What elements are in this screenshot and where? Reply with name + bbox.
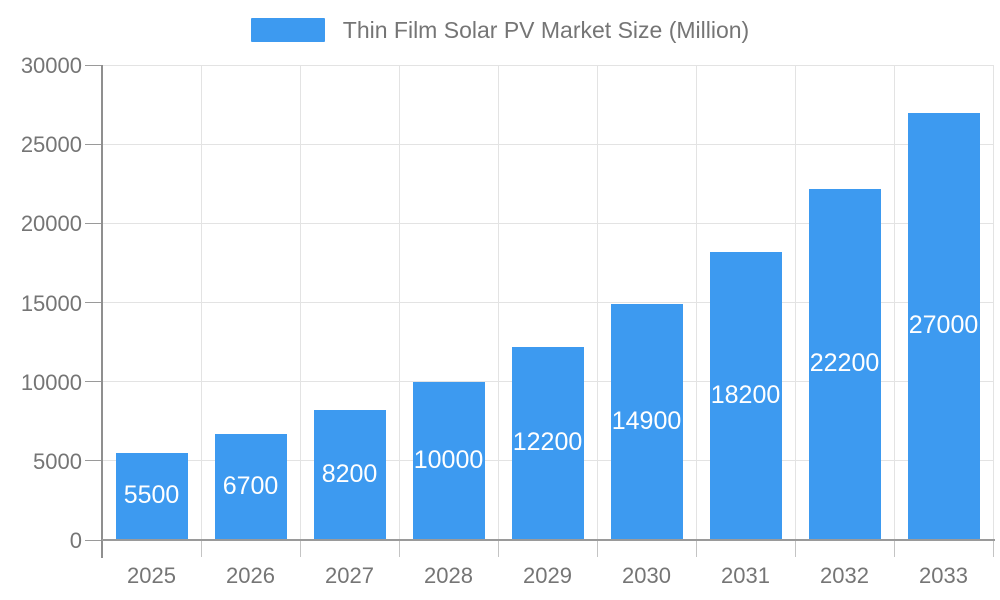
- x-axis-label: 2031: [721, 563, 770, 588]
- x-axis-tick: [497, 540, 499, 557]
- bar-value-label: 5500: [123, 481, 180, 510]
- y-gridline: [102, 302, 993, 303]
- bar-value-label: 18200: [710, 380, 781, 409]
- bar-value-label: 10000: [413, 445, 484, 474]
- y-axis-tick: [85, 143, 102, 145]
- x-axis-tick: [596, 540, 598, 557]
- x-gridline: [200, 65, 202, 540]
- bar[interactable]: 5500: [115, 452, 188, 539]
- bar[interactable]: 14900: [610, 304, 683, 539]
- x-axis-tick: [794, 540, 796, 557]
- y-axis-tick: [85, 64, 102, 66]
- y-axis-tick: [85, 460, 102, 462]
- bar-value-label: 27000: [908, 311, 979, 340]
- y-axis-label: 5000: [33, 448, 82, 474]
- x-axis-label: 2033: [919, 563, 968, 588]
- legend[interactable]: Thin Film Solar PV Market Size (Million): [0, 18, 1000, 42]
- x-axis-tick: [992, 540, 994, 557]
- x-axis-label: 2032: [820, 563, 869, 588]
- y-axis-line: [101, 65, 103, 558]
- bar-value-label: 22200: [809, 349, 880, 378]
- x-gridline: [299, 65, 301, 540]
- x-axis-tick: [893, 540, 895, 557]
- x-gridline: [398, 65, 400, 540]
- y-axis-label: 20000: [20, 211, 82, 237]
- bar-value-label: 8200: [321, 460, 378, 489]
- y-axis-label: 30000: [20, 53, 82, 78]
- x-gridline: [893, 65, 895, 540]
- x-axis-label: 2029: [523, 563, 572, 588]
- x-axis-label: 2027: [325, 563, 374, 588]
- bar[interactable]: 18200: [709, 251, 782, 539]
- y-gridline: [102, 64, 993, 66]
- x-axis-tick: [200, 540, 202, 557]
- x-gridline: [596, 65, 598, 540]
- y-axis-label: 10000: [20, 369, 82, 395]
- x-axis-label: 2025: [127, 563, 176, 588]
- legend-swatch: [250, 18, 325, 42]
- bar-value-label: 6700: [222, 471, 279, 500]
- bar[interactable]: 6700: [214, 433, 287, 539]
- x-gridline: [497, 65, 499, 540]
- x-axis-label: 2026: [226, 563, 275, 588]
- x-axis-tick: [398, 540, 400, 557]
- bar-value-label: 12200: [512, 428, 583, 457]
- bar[interactable]: 8200: [313, 410, 386, 539]
- x-gridline: [992, 65, 994, 540]
- y-axis-tick: [85, 381, 102, 383]
- y-gridline: [102, 222, 993, 224]
- x-axis-label: 2030: [622, 563, 671, 588]
- x-axis-label: 2028: [424, 563, 473, 588]
- y-axis-label: 15000: [20, 290, 82, 316]
- y-axis-tick: [85, 222, 102, 224]
- bar[interactable]: 27000: [907, 112, 980, 539]
- bar[interactable]: 22200: [808, 188, 881, 539]
- y-axis-label: 0: [69, 528, 82, 553]
- x-axis-tick: [299, 540, 301, 557]
- legend-label: Thin Film Solar PV Market Size (Million): [342, 16, 750, 43]
- y-axis-label: 25000: [20, 132, 82, 158]
- y-axis-tick: [85, 539, 102, 541]
- x-gridline: [695, 65, 697, 540]
- x-axis-tick: [695, 540, 697, 557]
- y-gridline: [102, 143, 993, 145]
- y-axis-tick: [85, 302, 102, 303]
- bar[interactable]: 10000: [412, 381, 485, 539]
- x-gridline: [794, 65, 796, 540]
- bar-value-label: 14900: [611, 407, 682, 436]
- x-axis-line: [102, 539, 995, 541]
- bar[interactable]: 12200: [511, 346, 584, 539]
